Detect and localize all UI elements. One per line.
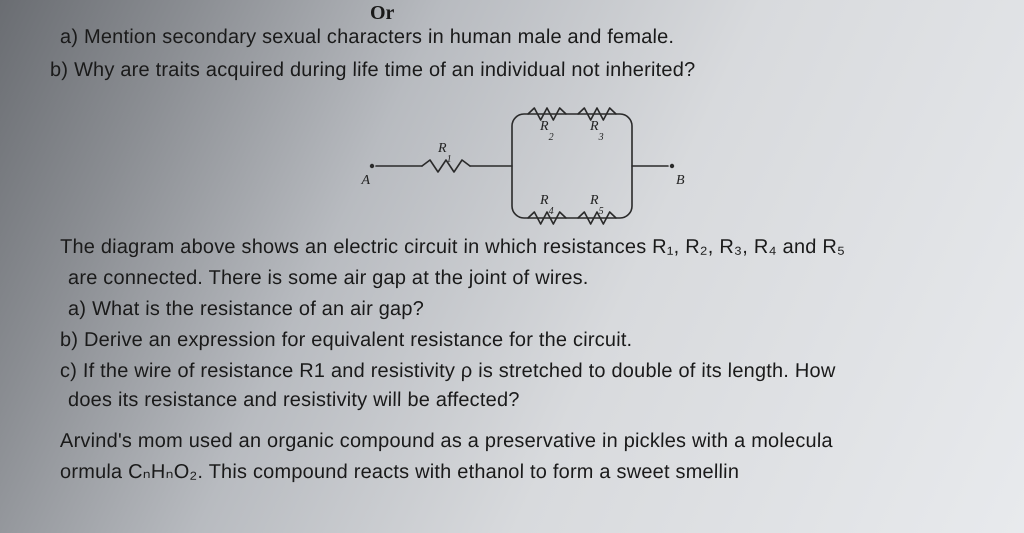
circuit-svg: ABR1R2R3R4R5: [352, 96, 692, 226]
question-mid-a: a) What is the resistance of an air gap?: [68, 294, 985, 325]
paragraph-intro-line1: The diagram above shows an electric circ…: [60, 232, 985, 263]
arvind-line2: ormula CₙHₙO₂. This compound reacts with…: [60, 457, 985, 488]
arvind-line1: Arvind's mom used an organic compound as…: [60, 426, 985, 457]
question-top-a: a) Mention secondary sexual characters i…: [60, 22, 985, 53]
svg-text:R2: R2: [539, 119, 554, 143]
question-mid-c-line1: c) If the wire of resistance R1 and resi…: [60, 356, 985, 387]
svg-text:R1: R1: [437, 141, 452, 165]
svg-text:A: A: [360, 173, 370, 188]
svg-text:R3: R3: [589, 119, 604, 143]
circuit-diagram: ABR1R2R3R4R5: [60, 96, 984, 226]
question-mid-b: b) Derive an expression for equivalent r…: [60, 325, 985, 356]
paragraph-intro-line2: are connected. There is some air gap at …: [68, 263, 985, 294]
question-top-b: b) Why are traits acquired during life t…: [50, 55, 985, 86]
question-mid-c-line2: does its resistance and resistivity will…: [68, 385, 985, 416]
svg-text:B: B: [676, 173, 685, 188]
